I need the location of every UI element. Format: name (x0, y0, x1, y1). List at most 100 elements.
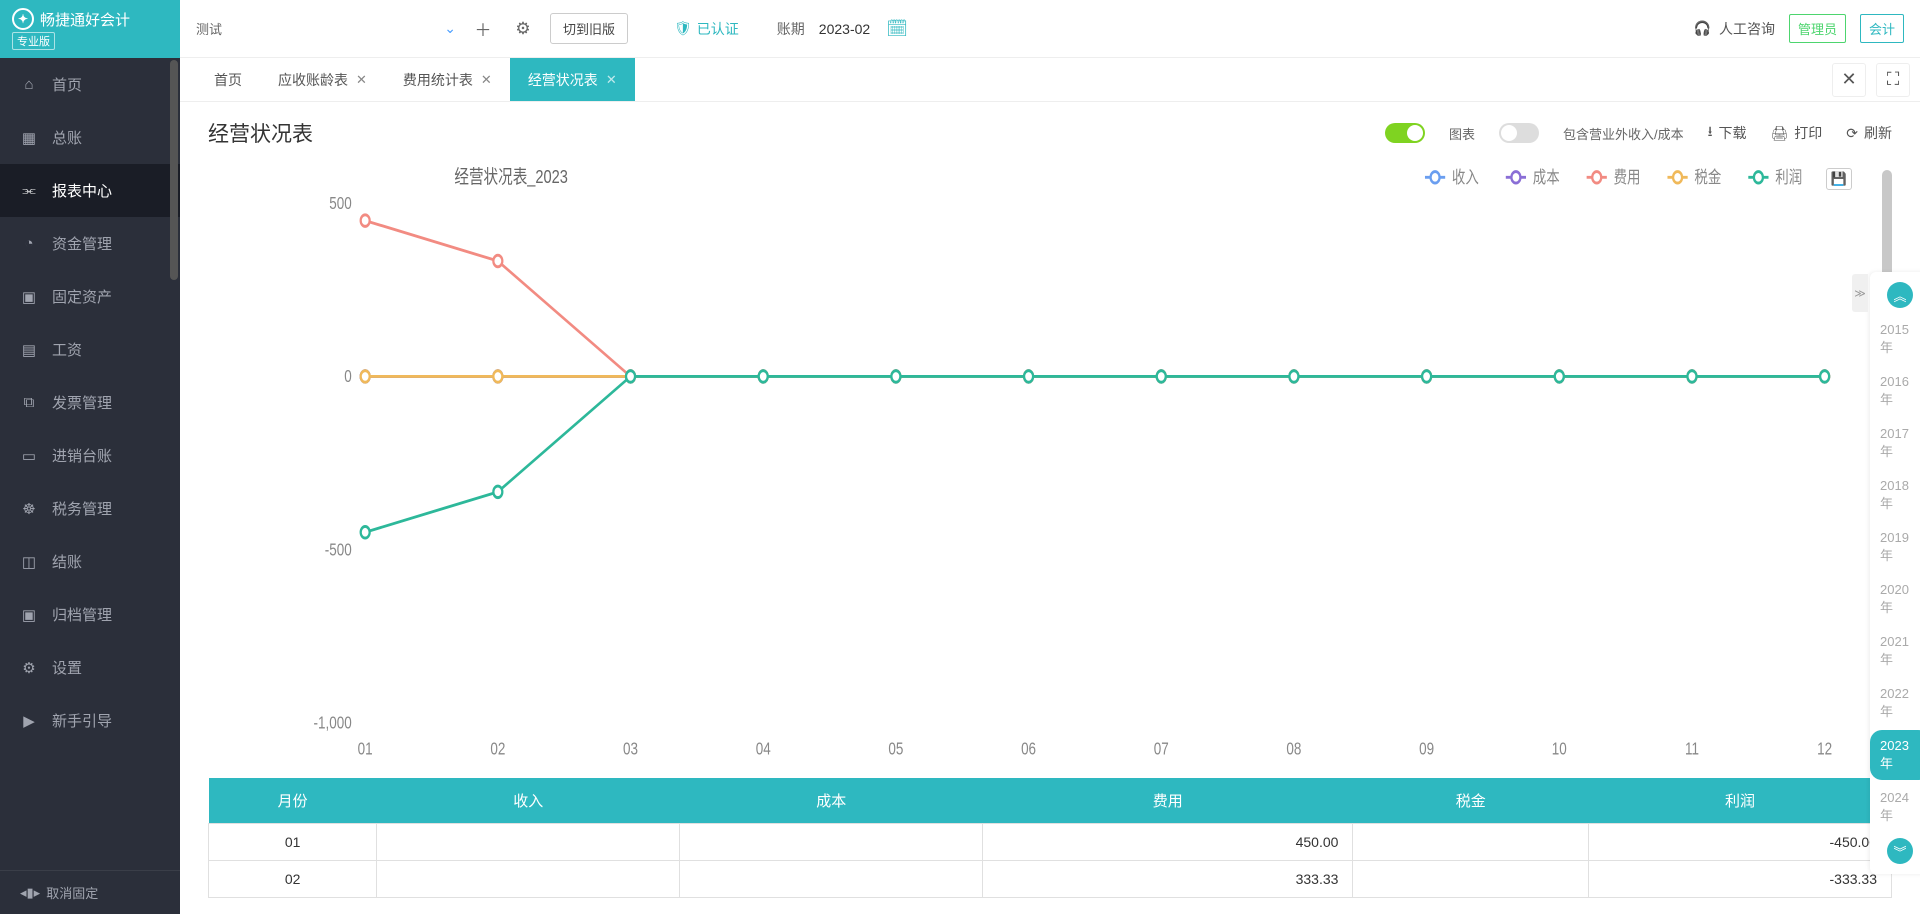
data-point[interactable] (1289, 371, 1298, 383)
add-button[interactable]: ＋ (470, 16, 496, 42)
tab[interactable]: 经营状况表✕ (510, 58, 635, 101)
verified-badge[interactable]: 🛡 已认证 (674, 19, 739, 39)
year-item[interactable]: 2018年 (1870, 470, 1920, 520)
data-point[interactable] (361, 215, 370, 227)
nav-item[interactable]: ⚙设置 (0, 641, 180, 694)
cell-profit: -450.00 (1589, 824, 1892, 861)
download-button[interactable]: ⭳下载 (1708, 121, 1747, 145)
data-point[interactable] (361, 371, 370, 383)
include-toggle-label: 包含营业外收入/成本 (1563, 124, 1684, 143)
data-point[interactable] (1820, 371, 1829, 383)
data-point[interactable] (493, 371, 502, 383)
pin-icon: ◂▮▸ (20, 885, 40, 901)
role-account-badge[interactable]: 会计 (1860, 14, 1904, 43)
support-button[interactable]: 🎧 人工咨询 (1694, 19, 1775, 39)
cell-month: 01 (209, 824, 377, 861)
year-item[interactable]: 2020年 (1870, 574, 1920, 624)
year-scroll-up[interactable]: ︽ (1887, 282, 1913, 308)
data-point[interactable] (759, 371, 768, 383)
nav-icon: ▣ (20, 606, 38, 624)
nav-item[interactable]: ☸税务管理 (0, 482, 180, 535)
nav-item[interactable]: ◫结账 (0, 535, 180, 588)
data-point[interactable] (1555, 371, 1564, 383)
data-point[interactable] (493, 255, 502, 267)
data-point[interactable] (891, 371, 900, 383)
settings-icon[interactable]: ⚙ (510, 16, 536, 42)
include-toggle[interactable] (1499, 123, 1539, 143)
fullscreen-button[interactable]: ⛶ (1876, 63, 1910, 97)
data-point[interactable] (1157, 371, 1166, 383)
chart-toggle[interactable] (1385, 123, 1425, 143)
x-tick-label: 03 (623, 740, 638, 759)
year-item[interactable]: 2022年 (1870, 678, 1920, 728)
cell-income (377, 861, 680, 898)
support-label: 人工咨询 (1719, 19, 1775, 39)
nav-item[interactable]: ⫘报表中心 (0, 164, 180, 217)
legend-item[interactable]: 税金 (1667, 167, 1721, 187)
data-point[interactable] (1024, 371, 1033, 383)
year-item[interactable]: 2021年 (1870, 626, 1920, 676)
sidebar-scrollbar[interactable] (170, 60, 178, 280)
table-header: 收入 (377, 778, 680, 824)
legend-item[interactable]: 利润 (1748, 167, 1802, 187)
nav-label: 设置 (52, 657, 82, 678)
svg-text:收入: 收入 (1452, 167, 1479, 187)
close-icon[interactable]: ✕ (481, 72, 492, 88)
nav-item[interactable]: ▣固定资产 (0, 270, 180, 323)
nav-label: 工资 (52, 339, 82, 360)
company-selector[interactable]: 测试 ⌄ (196, 19, 456, 38)
refresh-button[interactable]: ⟳刷新 (1846, 123, 1892, 143)
data-point[interactable] (493, 486, 502, 498)
nav-item[interactable]: ▦总账 (0, 111, 180, 164)
year-item[interactable]: 2023年 (1870, 730, 1920, 780)
nav-icon: ▤ (20, 341, 38, 359)
tab-label: 应收账龄表 (278, 70, 348, 90)
x-tick-label: 10 (1552, 740, 1567, 759)
role-admin-badge[interactable]: 管理员 (1789, 14, 1846, 43)
tab[interactable]: 应收账龄表 ✕ (260, 58, 385, 101)
close-icon[interactable]: ✕ (356, 72, 367, 88)
nav-label: 总账 (52, 127, 82, 148)
nav-item[interactable]: ▶新手引导 (0, 694, 180, 747)
chart-container: 经营状况表_2023利润税金费用成本收入-1,000-5000500010203… (208, 160, 1892, 766)
year-item[interactable]: 2024年 (1870, 782, 1920, 832)
data-point[interactable] (1687, 371, 1696, 383)
data-point[interactable] (361, 526, 370, 538)
close-icon[interactable]: ✕ (606, 72, 617, 88)
switch-old-button[interactable]: 切到旧版 (550, 13, 628, 44)
nav-item[interactable]: ⧉发票管理 (0, 376, 180, 429)
year-rail-collapse[interactable]: ≫ (1852, 274, 1868, 312)
year-item[interactable]: 2016年 (1870, 366, 1920, 416)
refresh-label: 刷新 (1864, 123, 1892, 143)
tab-close-all-button[interactable]: ✕ (1832, 63, 1866, 97)
tab-label: 费用统计表 (403, 70, 473, 90)
legend-item[interactable]: 费用 (1587, 167, 1641, 187)
chart-title: 经营状况表_2023 (454, 166, 568, 187)
table-header: 利润 (1589, 778, 1892, 824)
data-point[interactable] (1422, 371, 1431, 383)
sidebar-pin-label: 取消固定 (46, 883, 98, 902)
nav-item[interactable]: ◔资金管理 (0, 217, 180, 270)
svg-text:成本: 成本 (1533, 167, 1560, 187)
year-item[interactable]: 2015年 (1870, 314, 1920, 364)
table-header: 税金 (1353, 778, 1589, 824)
calendar-icon[interactable]: 🗓 (884, 16, 910, 42)
nav-icon: ▣ (20, 288, 38, 306)
nav-item[interactable]: ⌂首页 (0, 58, 180, 111)
print-button[interactable]: 🖨打印 (1770, 123, 1822, 143)
year-item[interactable]: 2019年 (1870, 522, 1920, 572)
sidebar-pin-toggle[interactable]: ◂▮▸ 取消固定 (0, 870, 180, 914)
tab[interactable]: 费用统计表 ✕ (385, 58, 510, 101)
chart-save-button[interactable]: 💾 (1826, 168, 1852, 190)
legend-item[interactable]: 收入 (1425, 167, 1479, 187)
nav-item[interactable]: ▤ 工资 (0, 323, 180, 376)
series-line (365, 221, 1824, 377)
nav-item[interactable]: ▭进销台账 (0, 429, 180, 482)
year-item[interactable]: 2017年 (1870, 418, 1920, 468)
tab[interactable]: 首页 (196, 58, 260, 101)
table-header: 费用 (983, 778, 1353, 824)
nav-item[interactable]: ▣归档管理 (0, 588, 180, 641)
legend-item[interactable]: 成本 (1506, 167, 1560, 187)
data-point[interactable] (626, 371, 635, 383)
year-scroll-down[interactable]: ︾ (1887, 838, 1913, 864)
